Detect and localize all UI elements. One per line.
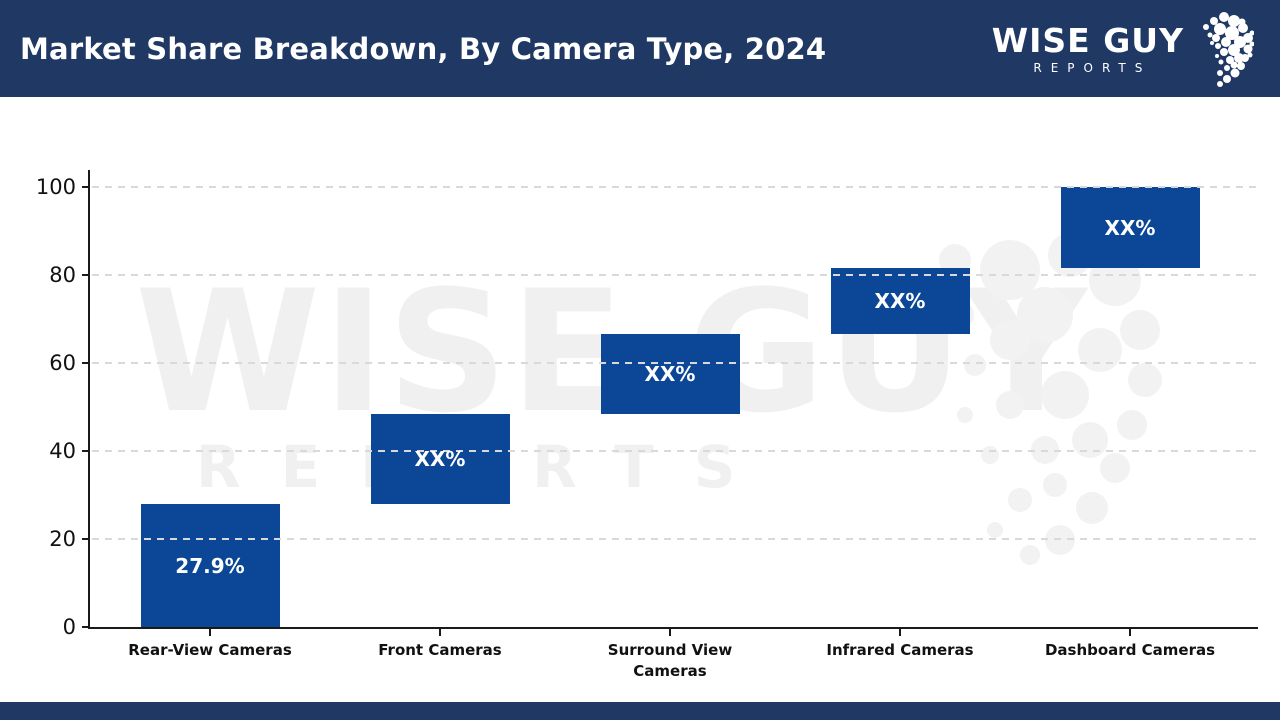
- footer-bar: [0, 702, 1280, 720]
- x-category-label: Front Cameras: [378, 641, 502, 659]
- x-tick-mark: [1129, 627, 1131, 636]
- chart-title: Market Share Breakdown, By Camera Type, …: [20, 31, 827, 66]
- gridline: [92, 362, 1258, 364]
- y-tick-label: 0: [62, 615, 76, 639]
- bar-segment: [600, 334, 740, 414]
- logo-subtitle-text: REPORTS: [1033, 60, 1152, 75]
- bar-value-label: XX%: [644, 361, 696, 386]
- x-category-label: Rear-View Cameras: [128, 641, 292, 659]
- bar-value-label: XX%: [874, 289, 926, 314]
- y-tick-label: 20: [49, 527, 76, 551]
- y-tick-label: 80: [49, 263, 76, 287]
- x-axis-line: [88, 627, 1258, 629]
- gridline: [92, 186, 1258, 188]
- x-tick-mark: [439, 627, 441, 636]
- bar-segment: [370, 413, 510, 505]
- y-tick-mark: [82, 626, 90, 628]
- bar-value-label: XX%: [414, 446, 466, 471]
- y-tick-mark: [82, 186, 90, 188]
- y-tick-mark: [82, 538, 90, 540]
- logo-wordmark: WISE GUY REPORTS: [992, 24, 1184, 74]
- y-tick-mark: [82, 362, 90, 364]
- y-tick-label: 40: [49, 439, 76, 463]
- header-bar: Market Share Breakdown, By Camera Type, …: [0, 0, 1280, 97]
- y-axis-line: [88, 170, 90, 629]
- gridline: [92, 538, 1258, 540]
- bar-value-label: 27.9%: [175, 553, 245, 578]
- bar-value-label: XX%: [1104, 215, 1156, 240]
- gridline: [92, 274, 1258, 276]
- x-tick-mark: [899, 627, 901, 636]
- bar-segment: [140, 504, 280, 627]
- y-tick-mark: [82, 274, 90, 276]
- wiseguy-logo: WISE GUY REPORTS: [992, 11, 1254, 87]
- x-tick-mark: [209, 627, 211, 636]
- x-category-label: Surround View Cameras: [607, 641, 733, 680]
- gridline: [92, 450, 1258, 452]
- logo-title-text: WISE GUY: [991, 20, 1184, 60]
- y-tick-label: 60: [49, 351, 76, 375]
- x-category-label: Infrared Cameras: [826, 641, 974, 659]
- y-tick-label: 100: [35, 175, 76, 199]
- x-category-label: Dashboard Cameras: [1044, 641, 1216, 659]
- logo-face-icon: [1203, 11, 1254, 87]
- x-tick-mark: [669, 627, 671, 636]
- y-tick-mark: [82, 450, 90, 452]
